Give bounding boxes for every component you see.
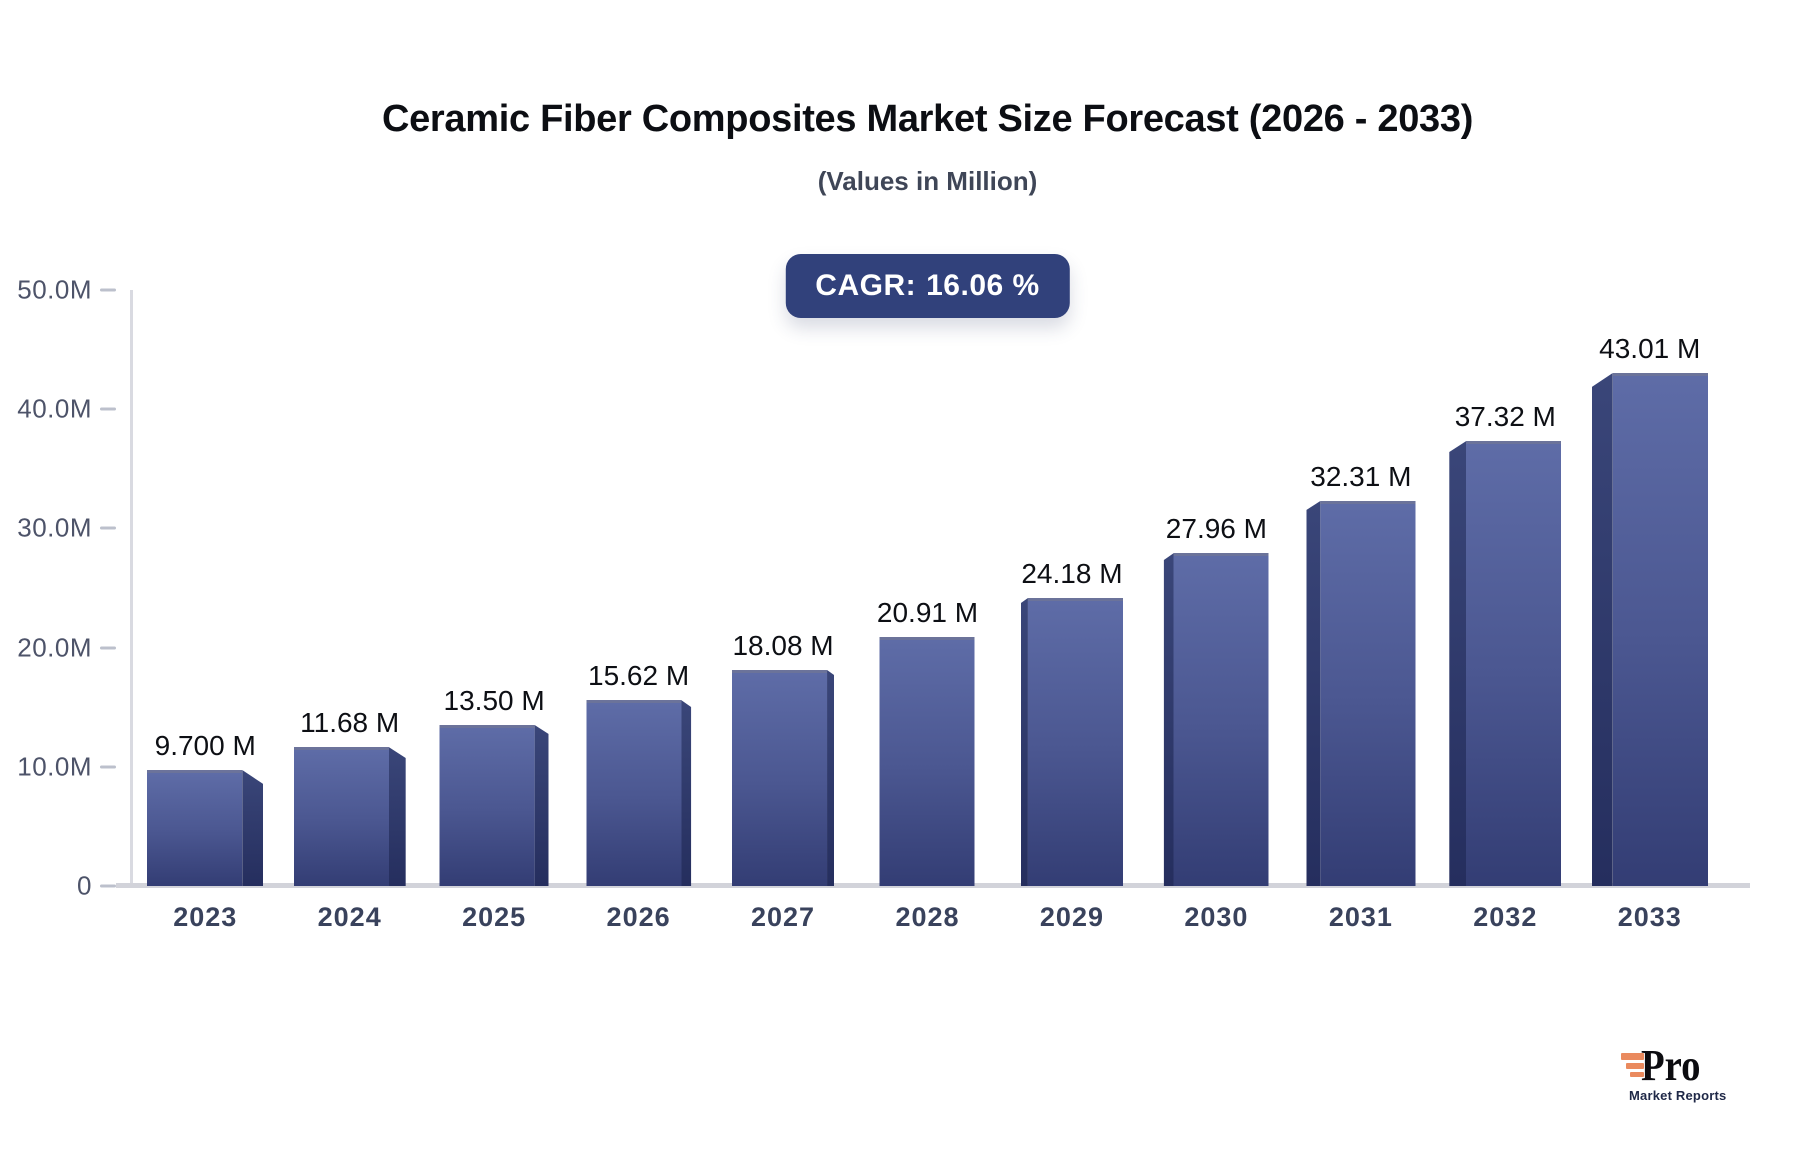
bar-value-label: 20.91 M — [876, 597, 979, 628]
bar-front-face — [1466, 441, 1562, 886]
bar — [439, 725, 549, 886]
y-tick-label: 0 — [77, 870, 92, 901]
bar — [732, 670, 835, 886]
chart-title: Ceramic Fiber Composites Market Size For… — [381, 98, 1474, 140]
bar-front-face — [1173, 553, 1269, 886]
x-tick-label: 2025 — [462, 902, 527, 932]
x-tick-label: 2026 — [606, 902, 671, 932]
bar — [1020, 598, 1123, 886]
y-tick-label: 10.0M — [17, 751, 92, 782]
bar-front-face — [1320, 501, 1416, 886]
y-tick-label: 40.0M — [17, 393, 92, 424]
bar-slot: 11.68 M 2024 — [277, 290, 421, 932]
bar-value-label: 43.01 M — [1599, 333, 1701, 364]
bar — [586, 700, 692, 886]
bar-side-face — [1020, 598, 1028, 886]
plot-area: 9.700 M 2023 11.68 M 2024 13.50 M 2025 15.62 M… — [133, 290, 1722, 932]
logo-bars-icon — [1630, 1072, 1644, 1077]
bar — [147, 770, 264, 886]
bar-slot: 24.18 M 2029 — [1000, 290, 1144, 932]
y-tick-mark — [100, 765, 116, 769]
bar — [1306, 501, 1416, 886]
bar-slot: 32.31 M 2031 — [1289, 290, 1433, 932]
bar-slot: 9.700 M 2023 — [133, 290, 277, 932]
y-axis: 0 10.0M 20.0M 30.0M 40.0M 50.0M — [0, 0, 133, 1156]
bar-front-face — [1612, 373, 1708, 886]
bar-slot: 18.08 M 2027 — [711, 290, 855, 932]
bar-side-face — [1591, 373, 1613, 886]
cagr-value: 16.06 % — [926, 269, 1040, 302]
logo-bars-icon — [1621, 1053, 1644, 1060]
x-tick-label: 2031 — [1328, 902, 1393, 932]
chart-header: Ceramic Fiber Composites Market Size For… — [133, 0, 1722, 340]
bar-front-face — [147, 770, 243, 886]
logo-tagline: Market Reports — [1629, 1088, 1727, 1103]
bar-side-face — [1306, 501, 1321, 886]
y-tick-mark — [100, 646, 116, 650]
bar-value-label: 27.96 M — [1165, 513, 1267, 544]
y-tick-mark — [100, 884, 116, 888]
bar — [1163, 553, 1269, 886]
bar — [879, 637, 975, 886]
bar-side-face — [827, 670, 835, 886]
bar — [1591, 373, 1708, 886]
y-tick-label: 30.0M — [17, 512, 92, 543]
bar-side-face — [1449, 441, 1467, 886]
y-axis-line — [130, 290, 133, 884]
bar-front-face — [879, 637, 975, 886]
x-tick-label: 2028 — [895, 902, 960, 932]
bar-value-label: 13.50 M — [443, 685, 545, 716]
bar-value-label: 15.62 M — [587, 660, 690, 691]
bar-slot: 15.62 M 2026 — [566, 290, 710, 932]
logo-text: Pro — [1641, 1041, 1701, 1090]
y-tick-mark — [100, 407, 116, 411]
x-tick-label: 2030 — [1184, 902, 1249, 932]
x-tick-label: 2027 — [751, 902, 816, 932]
bar-value-label: 32.31 M — [1310, 461, 1412, 492]
bar-front-face — [586, 700, 682, 886]
bar-slot: 27.96 M 2030 — [1144, 290, 1288, 932]
x-tick-label: 2033 — [1617, 902, 1682, 932]
bar-front-face — [293, 747, 389, 886]
chart-subtitle: (Values in Million) — [817, 166, 1038, 196]
bar-slot: 20.91 M 2028 — [855, 290, 999, 932]
logo-bars-icon — [1626, 1063, 1644, 1069]
y-tick-label: 50.0M — [17, 274, 92, 305]
bar-value-label: 11.68 M — [300, 707, 400, 738]
y-tick-mark — [100, 526, 116, 530]
x-tick-label: 2032 — [1473, 902, 1538, 932]
bar-side-face — [388, 747, 406, 886]
bar — [293, 747, 406, 886]
bar-front-face — [1027, 598, 1123, 886]
bar-slot: 37.32 M 2032 — [1433, 290, 1577, 932]
y-tick-mark — [100, 288, 116, 292]
bar-side-face — [681, 700, 692, 886]
y-tick-label: 20.0M — [17, 632, 92, 663]
bar-value-label: 24.18 M — [1021, 558, 1123, 589]
bar-value-label: 18.08 M — [732, 630, 834, 661]
x-tick-label: 2024 — [317, 902, 382, 932]
bar-slot: 13.50 M 2025 — [422, 290, 566, 932]
bar-value-label: 37.32 M — [1454, 401, 1556, 432]
bar-front-face — [439, 725, 535, 886]
cagr-label: CAGR: — [815, 269, 917, 302]
logo: Pro Market Reports — [1600, 1040, 1740, 1104]
bar-side-face — [242, 770, 264, 886]
bar-side-face — [1163, 553, 1174, 886]
cagr-badge: CAGR: 16.06 % — [785, 254, 1070, 318]
bar-value-label: 9.700 M — [154, 730, 256, 761]
x-tick-label: 2029 — [1039, 902, 1104, 932]
bar-side-face — [534, 725, 549, 886]
bar-slot: 43.01 M 2033 — [1578, 290, 1722, 932]
bar — [1449, 441, 1562, 886]
bar-front-face — [732, 670, 828, 886]
x-tick-label: 2023 — [173, 902, 238, 932]
